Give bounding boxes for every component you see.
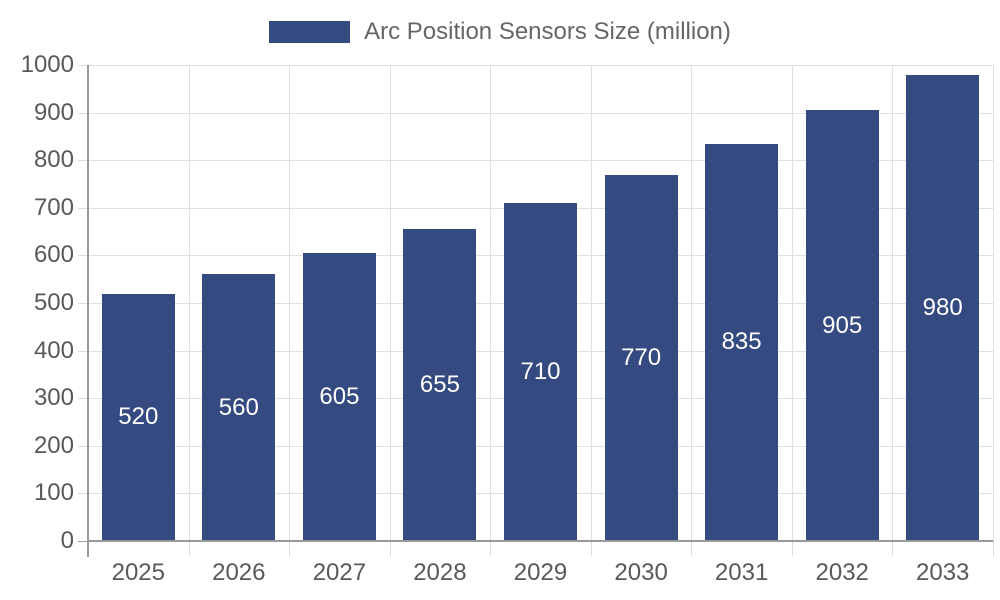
x-axis-tick-label: 2032 [815,559,869,586]
bar-2026[interactable] [202,274,276,541]
x-axis-tick [791,541,793,556]
x-axis-tick-label: 2030 [614,559,668,586]
bar-value-label: 560 [218,393,259,421]
bar-value-label: 520 [118,403,159,431]
gridline-vertical [389,65,391,541]
x-axis-tick [590,541,592,556]
y-axis-tick-label: 1000 [20,51,74,78]
x-axis-tick-label: 2031 [714,559,769,586]
x-axis-tick-label: 2025 [111,559,165,586]
y-axis-tick-label: 200 [33,431,74,459]
bar-2028[interactable] [403,229,477,541]
x-axis-tick-label: 2029 [513,559,568,586]
bar-2032[interactable] [805,110,879,541]
bar-value-label: 905 [822,311,863,339]
gridline-horizontal [88,65,993,66]
x-axis-tick-label: 2027 [312,559,367,586]
legend-label: Arc Position Sensors Size (million) [364,18,731,45]
bar-2031[interactable] [705,143,779,541]
gridline-vertical [490,65,492,541]
y-axis-tick-label: 900 [33,98,74,126]
y-axis-tick [78,207,88,209]
x-axis-tick [691,541,693,556]
y-axis-tick [78,112,88,114]
legend-swatch-icon [269,21,351,43]
bar-2025[interactable] [101,293,175,541]
y-axis-tick-label: 500 [33,289,74,316]
y-axis-tick [78,65,88,66]
y-axis-tick [78,350,88,352]
gridline-vertical [892,65,894,541]
x-axis-tick [188,541,190,556]
x-axis-tick [892,541,894,556]
gridline-vertical [691,65,693,541]
y-axis-tick [78,493,88,495]
gridline-vertical [289,65,291,541]
y-axis-tick-label: 800 [33,146,74,174]
bar-2033[interactable] [906,74,980,541]
x-axis-tick [993,541,994,556]
y-axis-tick-label: 600 [33,241,74,269]
bar-value-label: 980 [922,293,963,321]
gridline-vertical [590,65,592,541]
x-axis-tick-label: 2026 [212,559,266,586]
bar-2030[interactable] [604,174,678,541]
bar-value-label: 770 [621,343,662,371]
y-axis-tick [78,398,88,400]
bar-value-label: 655 [419,371,460,399]
y-axis-tick-label: 700 [33,193,74,221]
legend-item[interactable]: Arc Position Sensors Size (million) [0,18,1000,46]
y-axis-tick-label: 0 [60,527,74,554]
y-axis-tick [78,303,88,304]
y-axis-tick-label: 300 [33,384,74,412]
y-axis-tick-label: 400 [33,336,74,364]
y-axis-tick [78,160,88,162]
bar-2029[interactable] [504,203,577,541]
y-axis-line [87,65,89,557]
x-axis-tick [289,541,291,556]
bar-value-label: 835 [721,328,762,356]
x-axis-tick [389,541,391,556]
x-axis-tick-label: 2028 [413,559,467,586]
y-axis-tick [78,541,88,542]
bar-value-label: 710 [520,358,561,385]
gridline-vertical [791,65,793,541]
gridline-vertical [188,65,190,541]
x-axis-tick-label: 2033 [915,559,970,586]
x-axis-tick [490,541,492,556]
gridline-horizontal [88,160,993,162]
y-axis-tick-label: 100 [33,479,74,507]
gridline-horizontal [88,112,993,114]
x-axis-line [88,540,993,542]
bar-value-label: 605 [319,383,360,410]
y-axis-tick [78,255,88,257]
y-axis-tick [78,445,88,447]
bar-2027[interactable] [302,253,376,541]
gridline-vertical [993,65,994,541]
